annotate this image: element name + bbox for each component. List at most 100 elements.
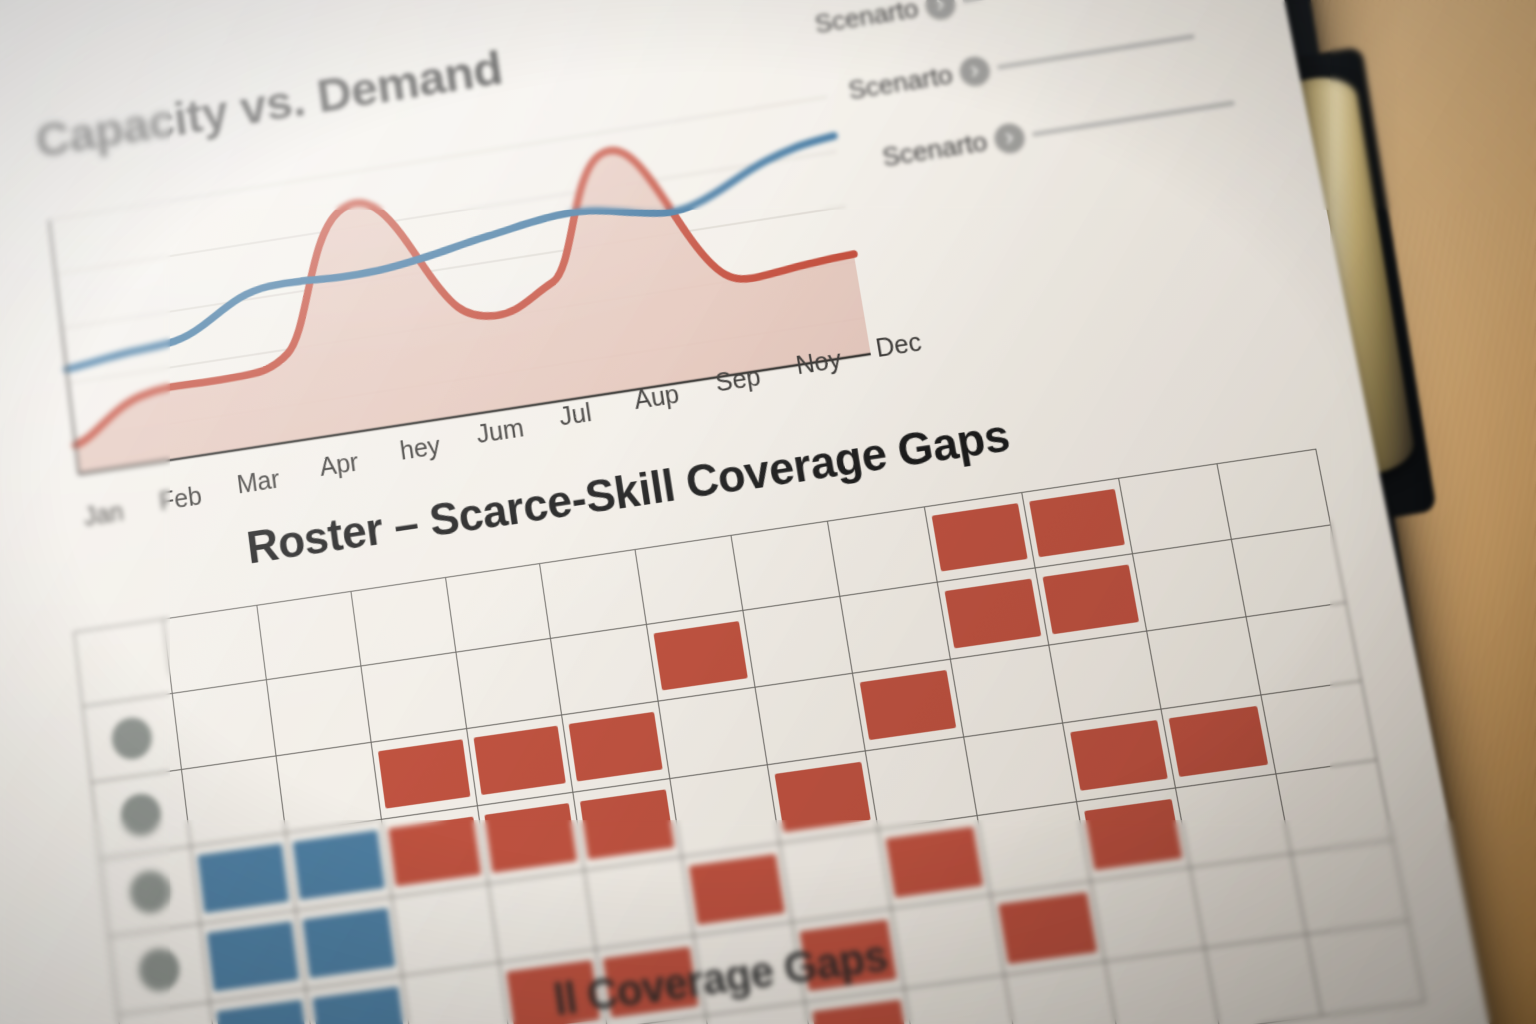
roster-cell[interactable]: [286, 819, 393, 912]
roster-cell[interactable]: [276, 742, 382, 834]
coverage-gap-marker: [997, 892, 1097, 965]
month-tick-may: hey: [398, 431, 443, 466]
roster-cell[interactable]: [635, 534, 744, 625]
roster-cell[interactable]: [1261, 681, 1378, 775]
roster-cell[interactable]: [573, 778, 683, 871]
roster-row-header[interactable]: [99, 846, 201, 938]
roster-cell[interactable]: [937, 568, 1049, 660]
roster-cell[interactable]: [477, 792, 586, 885]
roster-cell[interactable]: [361, 652, 467, 743]
coverage-gap-marker: [377, 739, 470, 809]
roster-cell[interactable]: [950, 645, 1063, 738]
coverage-gap-marker: [859, 670, 956, 741]
staffed-marker: [292, 830, 385, 900]
roster-cell[interactable]: [392, 884, 500, 977]
roster-cell[interactable]: [755, 673, 866, 766]
roster-cell[interactable]: [647, 610, 756, 702]
roster-cell[interactable]: [1090, 867, 1206, 963]
avatar: [118, 790, 164, 838]
roster-cell[interactable]: [658, 687, 768, 779]
scenario-slider-1-label: Scenarto: [812, 0, 921, 39]
roster-cell[interactable]: [840, 582, 951, 674]
roster-row-header[interactable]: [108, 924, 211, 1016]
coverage-gap-marker: [1083, 798, 1183, 871]
roster-cell[interactable]: [1021, 477, 1134, 569]
roster-cell[interactable]: [1307, 920, 1426, 1017]
roster-cell[interactable]: [1217, 448, 1332, 540]
coverage-gap-marker: [387, 816, 481, 887]
roster-cell[interactable]: [266, 666, 372, 757]
roster-cell[interactable]: [682, 843, 793, 937]
roster-cell[interactable]: [865, 737, 978, 830]
roster-cell[interactable]: [551, 624, 659, 716]
roster-cell[interactable]: [1119, 463, 1233, 555]
roster-cell[interactable]: [990, 881, 1105, 976]
roster-cell[interactable]: [670, 765, 781, 858]
roster-cell[interactable]: [1062, 709, 1177, 803]
chevron-right-icon[interactable]: [923, 0, 958, 22]
roster-cell[interactable]: [1048, 631, 1162, 724]
roster-cell[interactable]: [351, 576, 457, 667]
scenario-slider-2[interactable]: Scenarto: [846, 21, 1197, 106]
roster-row-header[interactable]: [90, 769, 192, 860]
staffed-marker: [197, 843, 289, 914]
coverage-gap-marker: [931, 503, 1028, 572]
roster-cell[interactable]: [371, 729, 478, 820]
month-tick-dec: Dec: [873, 328, 924, 364]
roster-cell[interactable]: [488, 870, 597, 963]
roster-cell[interactable]: [852, 659, 964, 752]
roster-cell[interactable]: [1076, 788, 1192, 882]
roster-cell[interactable]: [767, 751, 879, 844]
roster-row-header[interactable]: [73, 618, 173, 708]
roster-cell[interactable]: [878, 816, 991, 910]
roster-cell[interactable]: [1291, 840, 1410, 935]
roster-cell[interactable]: [540, 548, 648, 639]
roster-cell[interactable]: [1133, 539, 1247, 632]
coverage-gap-marker: [1168, 705, 1269, 777]
roster-cell[interactable]: [1104, 948, 1221, 1024]
roster-cell[interactable]: [743, 596, 853, 688]
roster-cell[interactable]: [163, 604, 267, 694]
roster-cell[interactable]: [1276, 760, 1394, 855]
scenario-slider-3[interactable]: Scenarto: [880, 88, 1238, 174]
roster-cell[interactable]: [466, 715, 574, 807]
roster-cell[interactable]: [1205, 934, 1323, 1024]
roster-cell[interactable]: [562, 701, 671, 793]
roster-cell[interactable]: [924, 491, 1036, 583]
roster-cell[interactable]: [1176, 774, 1292, 868]
page-title-capacity-vs-demand: Capacity vs. Demand: [33, 41, 506, 169]
roster-cell[interactable]: [1035, 554, 1148, 646]
roster-cell[interactable]: [257, 590, 362, 681]
roster-cell[interactable]: [456, 638, 563, 730]
chevron-right-icon[interactable]: [992, 121, 1027, 155]
roster-cell[interactable]: [963, 723, 1077, 817]
roster-cell[interactable]: [296, 897, 403, 990]
staffed-marker: [216, 999, 309, 1024]
month-tick-feb: Feb: [157, 482, 204, 517]
roster-cell[interactable]: [1161, 695, 1277, 789]
roster-cell[interactable]: [1246, 602, 1362, 696]
chevron-right-icon[interactable]: [957, 54, 992, 88]
roster-cell[interactable]: [585, 857, 695, 950]
coverage-gap-marker: [1028, 488, 1126, 558]
roster-row-header[interactable]: [82, 693, 183, 784]
roster-cell[interactable]: [1232, 525, 1347, 618]
roster-cell[interactable]: [731, 520, 841, 611]
roster-cell[interactable]: [827, 506, 938, 597]
roster-cell[interactable]: [445, 562, 552, 653]
roster-cell[interactable]: [172, 680, 277, 770]
roster-cell[interactable]: [977, 802, 1091, 896]
scenario-slider-1-track[interactable]: [962, 0, 1154, 4]
coverage-gap-marker: [1042, 564, 1140, 635]
roster-cell[interactable]: [1191, 854, 1308, 949]
roster-cell[interactable]: [891, 895, 1005, 990]
scenario-slider-2-track[interactable]: [996, 33, 1195, 70]
roster-cell[interactable]: [381, 806, 489, 898]
roster-cell[interactable]: [200, 911, 307, 1003]
scenario-slider-1[interactable]: Scenarto: [813, 0, 1156, 40]
roster-cell[interactable]: [1147, 617, 1262, 710]
scenario-slider-3-track[interactable]: [1031, 100, 1236, 137]
roster-cell[interactable]: [191, 833, 297, 925]
roster-cell[interactable]: [780, 829, 892, 923]
roster-cell[interactable]: [182, 756, 287, 847]
